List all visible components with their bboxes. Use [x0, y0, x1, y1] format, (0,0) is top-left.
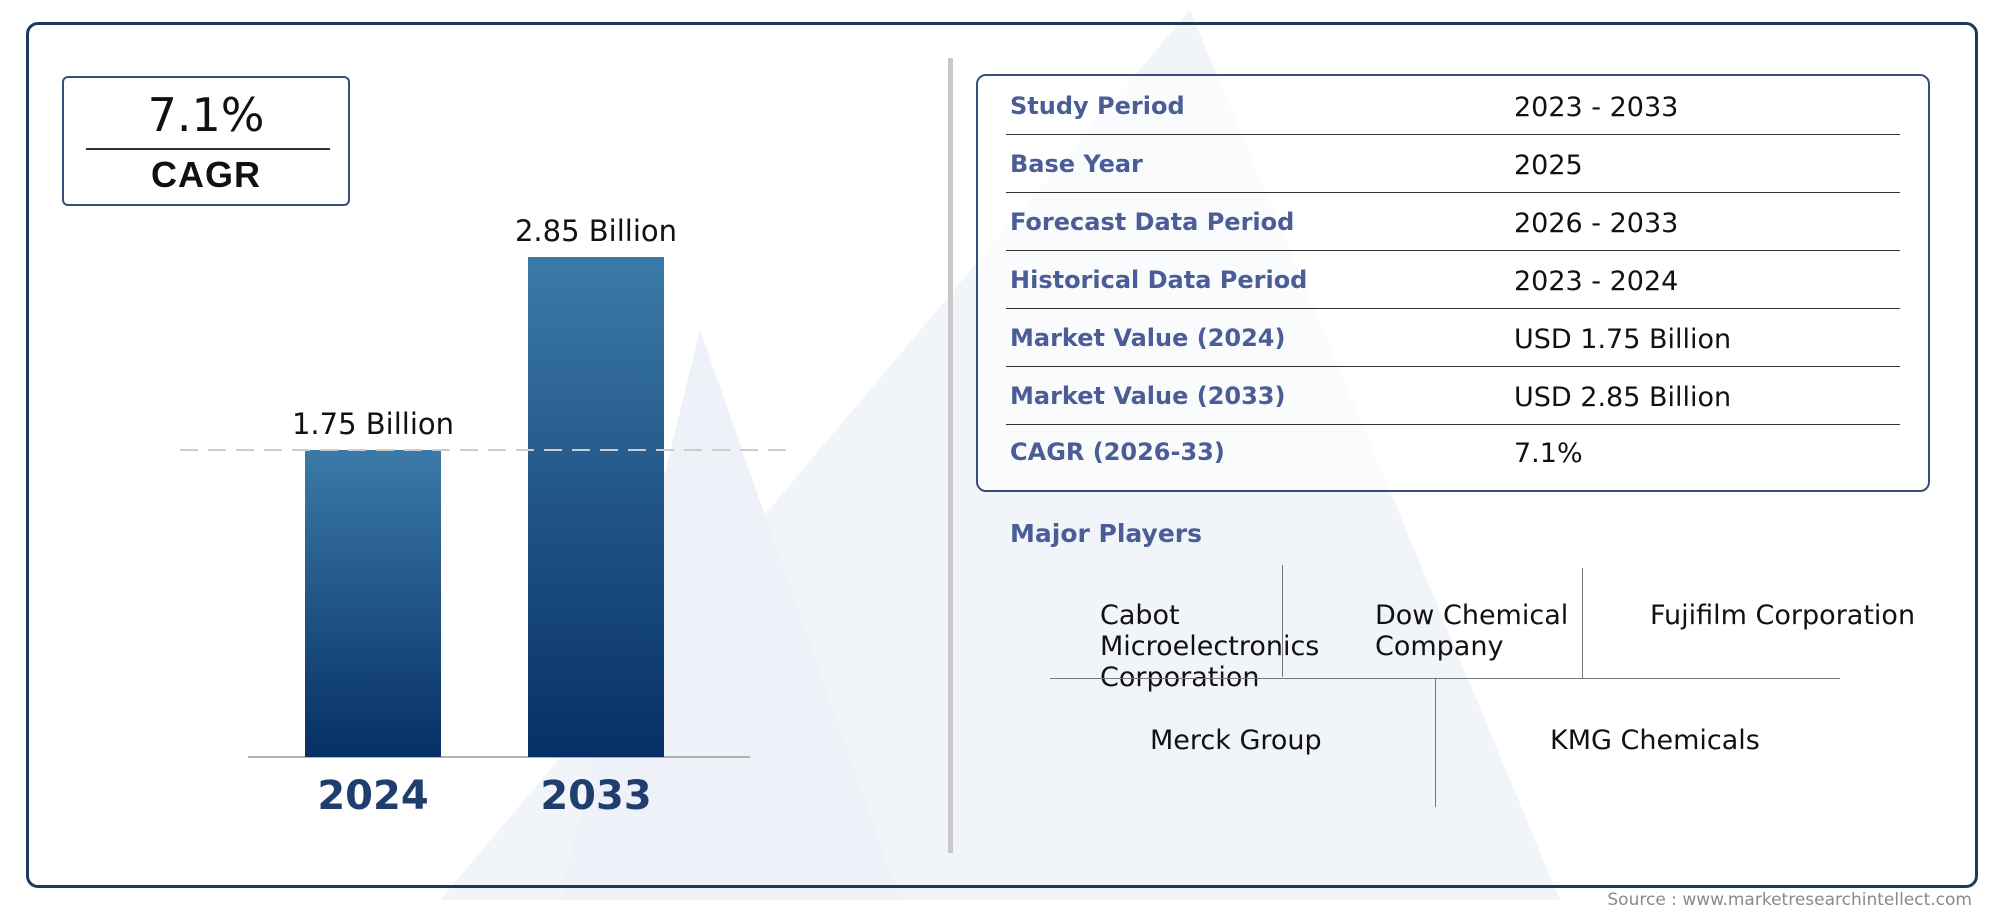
- info-row-label: Historical Data Period: [1010, 266, 1308, 294]
- info-row-value: USD 1.75 Billion: [1514, 324, 1732, 355]
- info-row-value: 2026 - 2033: [1514, 208, 1679, 239]
- bar-value-label: 2.85 Billion: [515, 214, 677, 248]
- info-row: Study Period 2023 - 2033: [1006, 78, 1900, 135]
- player-item: Fujifilm Corporation: [1650, 600, 1916, 631]
- info-row-label: Market Value (2024): [1010, 324, 1286, 352]
- info-row-label: Base Year: [1010, 150, 1143, 178]
- info-row-label: Forecast Data Period: [1010, 208, 1295, 236]
- info-row: CAGR (2026-33) 7.1%: [1006, 424, 1900, 480]
- source-note: Source : www.marketresearchintellect.com: [1607, 890, 1972, 910]
- players-divider-vertical: [1582, 568, 1583, 678]
- bar-2033: [528, 257, 664, 757]
- players-title: Major Players: [1010, 519, 1202, 548]
- cagr-divider: [86, 148, 330, 150]
- info-row: Historical Data Period 2023 - 2024: [1006, 252, 1900, 309]
- x-tick-label: 2024: [317, 773, 428, 819]
- bar-chart: 1.75 Billion 2024 2.85 Billion 2033: [180, 214, 790, 819]
- info-row: Market Value (2024) USD 1.75 Billion: [1006, 310, 1900, 367]
- info-row-label: CAGR (2026-33): [1010, 438, 1225, 466]
- bar-value-label: 1.75 Billion: [292, 407, 454, 441]
- info-row: Market Value (2033) USD 2.85 Billion: [1006, 368, 1900, 425]
- cagr-value: 7.1%: [147, 88, 265, 142]
- info-row-value: 2023 - 2024: [1514, 266, 1679, 297]
- player-item: Cabot Microelectronics Corporation: [1100, 600, 1320, 693]
- cagr-box: 7.1% CAGR: [62, 76, 350, 206]
- outer-frame: [26, 22, 1978, 888]
- players-divider-vertical: [1282, 565, 1283, 677]
- info-row-value: 7.1%: [1514, 438, 1583, 469]
- info-row: Forecast Data Period 2026 - 2033: [1006, 194, 1900, 251]
- bar-2024: [305, 449, 441, 757]
- player-item: KMG Chemicals: [1550, 725, 1760, 756]
- info-row: Base Year 2025: [1006, 136, 1900, 193]
- player-item: Dow Chemical Company: [1375, 600, 1569, 662]
- info-row-value: 2023 - 2033: [1514, 92, 1679, 123]
- cagr-label: CAGR: [151, 154, 261, 195]
- info-row-label: Market Value (2033): [1010, 382, 1286, 410]
- players-divider-vertical: [1435, 679, 1436, 807]
- players-divider-horizontal: [1050, 678, 1840, 679]
- info-table: Study Period 2023 - 2033 Base Year 2025 Fore…: [976, 74, 1930, 492]
- x-tick-label: 2033: [540, 773, 651, 819]
- player-item: Merck Group: [1150, 725, 1322, 756]
- info-row-value: 2025: [1514, 150, 1583, 181]
- info-row-label: Study Period: [1010, 92, 1185, 120]
- info-row-value: USD 2.85 Billion: [1514, 382, 1732, 413]
- vertical-divider: [948, 58, 953, 853]
